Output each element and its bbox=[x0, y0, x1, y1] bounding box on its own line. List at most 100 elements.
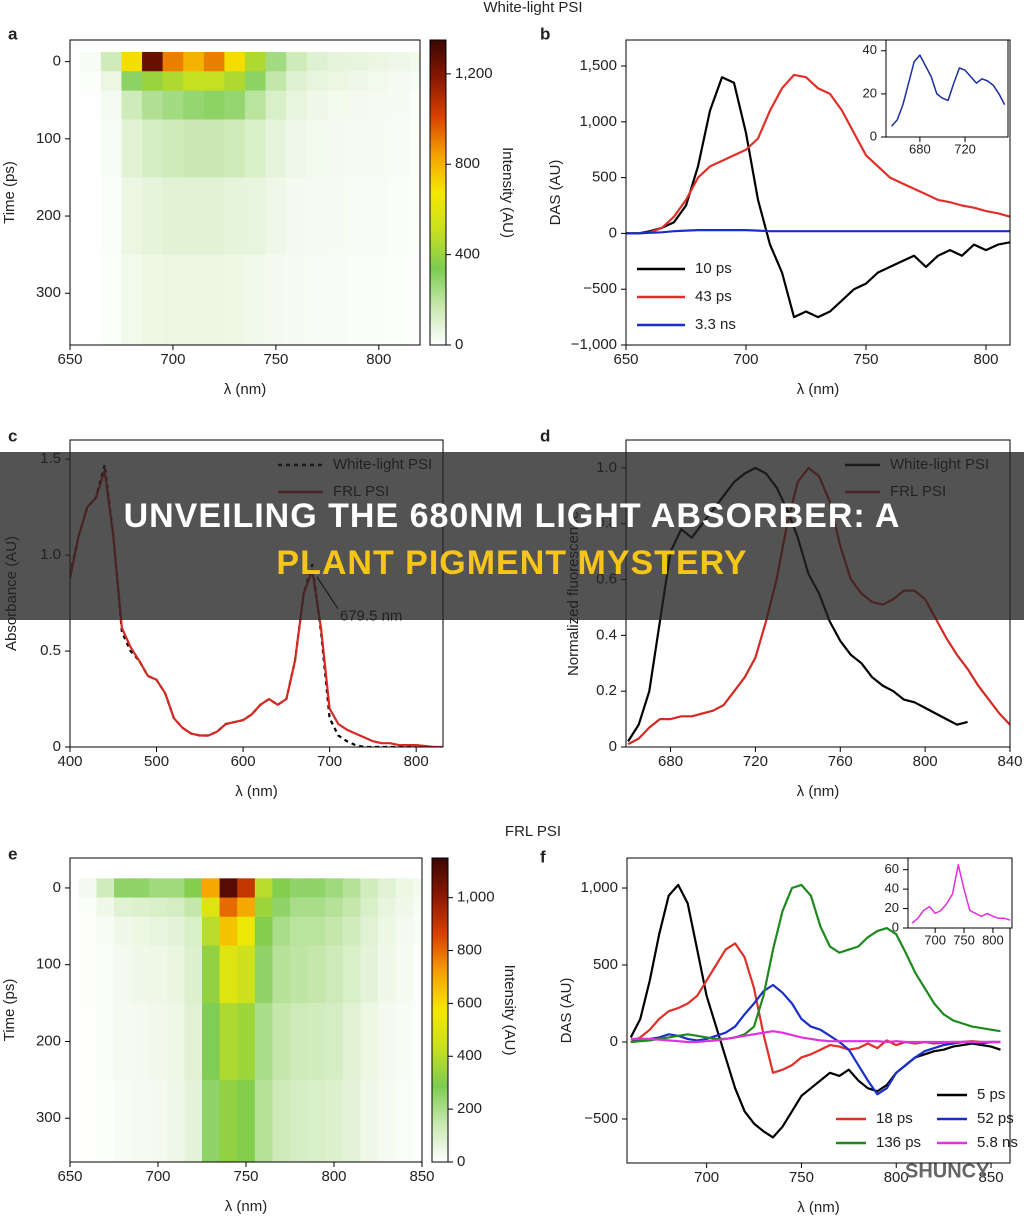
x-axis-label: λ (nm) bbox=[235, 783, 278, 800]
heat-cell bbox=[342, 897, 361, 918]
colorbar-tick-label: 1,000 bbox=[457, 889, 495, 906]
heat-cell bbox=[70, 51, 81, 72]
heat-cell bbox=[162, 51, 184, 72]
x-tick-label: 800 bbox=[982, 932, 1004, 947]
heat-cell bbox=[203, 71, 226, 92]
x-tick-label: 800 bbox=[366, 351, 391, 368]
heat-cell bbox=[203, 51, 226, 72]
heat-cell bbox=[70, 90, 81, 121]
heat-cell bbox=[114, 878, 133, 899]
heat-cell bbox=[183, 90, 205, 121]
heat-cell bbox=[78, 1079, 97, 1162]
heat-cell bbox=[360, 1003, 379, 1081]
heat-cell bbox=[131, 945, 150, 1004]
heat-cell bbox=[149, 878, 168, 899]
y-axis-label: DAS (AU) bbox=[558, 978, 575, 1044]
heat-cell bbox=[290, 945, 309, 1004]
heat-cell bbox=[202, 1003, 221, 1081]
y-tick-label: 0 bbox=[53, 879, 61, 896]
heat-cell bbox=[272, 916, 291, 947]
heat-cell bbox=[70, 254, 81, 345]
heat-cell bbox=[306, 71, 328, 92]
heat-cell bbox=[413, 1003, 422, 1081]
heat-cell bbox=[149, 897, 168, 918]
series-line bbox=[630, 1030, 1001, 1044]
y-tick-label: 0 bbox=[53, 738, 61, 755]
colorbar-tick-label: 600 bbox=[457, 994, 482, 1011]
heat-cell bbox=[202, 897, 221, 918]
inset-background bbox=[886, 40, 1008, 137]
x-tick-label: 800 bbox=[321, 1168, 346, 1185]
heat-cell bbox=[183, 51, 205, 72]
heat-cell bbox=[342, 945, 361, 1004]
panel-letter: d bbox=[540, 426, 550, 445]
heat-cell bbox=[290, 1079, 309, 1162]
heat-cell bbox=[325, 1079, 344, 1162]
heat-cell bbox=[203, 90, 226, 121]
heat-cell bbox=[149, 1079, 168, 1162]
y-tick-label: 0 bbox=[609, 738, 617, 755]
heat-cell bbox=[368, 177, 390, 256]
x-tick-label: 800 bbox=[404, 753, 429, 770]
heat-cell bbox=[237, 878, 256, 899]
colorbar-tick-label: 200 bbox=[457, 1100, 482, 1117]
watermark: SHUNCY bbox=[905, 1160, 990, 1182]
panel-letter: f bbox=[540, 847, 546, 866]
x-axis-label: λ (nm) bbox=[797, 381, 840, 398]
x-tick-label: 700 bbox=[694, 1169, 719, 1186]
heat-cell bbox=[96, 878, 115, 899]
heat-cell bbox=[306, 254, 328, 345]
heat-cell bbox=[184, 916, 203, 947]
heat-cell bbox=[70, 897, 80, 918]
y-tick-label: 500 bbox=[592, 169, 617, 186]
x-tick-label: 750 bbox=[263, 351, 288, 368]
y-tick-label: 20 bbox=[885, 900, 899, 915]
heat-cell bbox=[272, 897, 291, 918]
heat-cell bbox=[219, 1079, 238, 1162]
heat-cell bbox=[290, 878, 309, 899]
heat-cell bbox=[219, 916, 238, 947]
heat-cell bbox=[409, 119, 420, 179]
heat-cell bbox=[389, 254, 411, 345]
colorbar-label: Intensity (AU) bbox=[501, 965, 518, 1056]
heat-cell bbox=[131, 1003, 150, 1081]
colorbar-tick-label: 0 bbox=[457, 1153, 465, 1170]
heat-cell bbox=[142, 71, 164, 92]
heat-cell bbox=[342, 1003, 361, 1081]
heat-cell bbox=[78, 1003, 97, 1081]
heat-cell bbox=[325, 897, 344, 918]
heat-cell bbox=[142, 254, 164, 345]
colorbar-tick-label: 400 bbox=[457, 1047, 482, 1064]
plot-frame bbox=[885, 39, 1009, 138]
heat-cell bbox=[368, 254, 390, 345]
heat-cell bbox=[100, 90, 123, 121]
heat-cell bbox=[265, 51, 287, 72]
heat-cell bbox=[286, 119, 308, 179]
colorbar-tick-label: 1,200 bbox=[455, 65, 493, 82]
heat-cell bbox=[70, 945, 80, 1004]
heat-cell bbox=[413, 1079, 422, 1162]
heat-cell bbox=[78, 945, 97, 1004]
heat-cell bbox=[395, 1003, 414, 1081]
heat-cell bbox=[347, 177, 370, 256]
heat-cell bbox=[290, 916, 309, 947]
banner-title: UNVEILING THE 680NM LIGHT ABSORBER: A bbox=[124, 497, 901, 535]
y-tick-label: 200 bbox=[36, 1032, 61, 1049]
colorbar-tick-label: 800 bbox=[457, 941, 482, 958]
heat-cell bbox=[224, 119, 246, 179]
colorbar bbox=[429, 39, 447, 346]
heat-cell bbox=[166, 1003, 185, 1081]
heat-cell bbox=[254, 878, 273, 899]
x-tick-label: 700 bbox=[924, 932, 946, 947]
heat-cell bbox=[80, 254, 102, 345]
heat-cell bbox=[219, 897, 238, 918]
heat-cell bbox=[203, 177, 226, 256]
x-axis-label: λ (nm) bbox=[224, 381, 267, 398]
heat-cell bbox=[360, 897, 379, 918]
heat-cell bbox=[219, 878, 238, 899]
heat-cell bbox=[114, 945, 133, 1004]
series-line bbox=[630, 883, 1001, 1044]
heat-cell bbox=[378, 916, 397, 947]
x-tick-label: 600 bbox=[231, 753, 256, 770]
section-title: White-light PSI bbox=[483, 0, 582, 16]
